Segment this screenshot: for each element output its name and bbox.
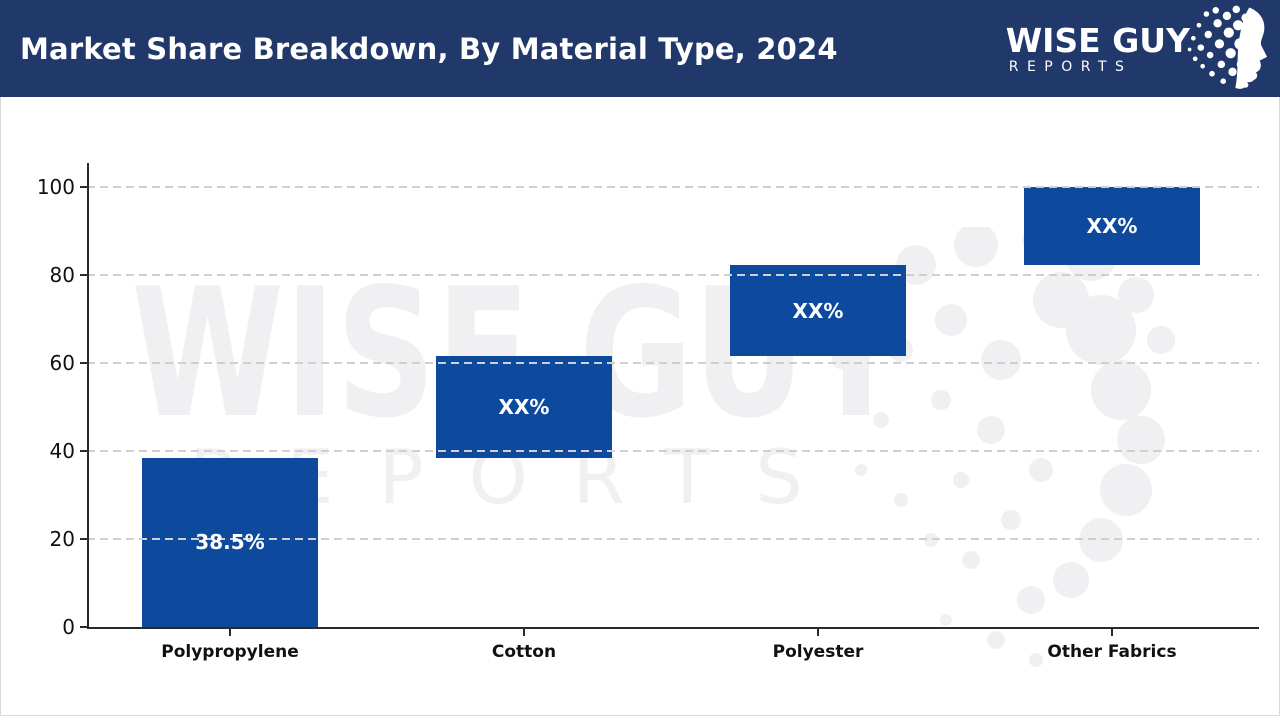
- x-tick-polyester: [817, 629, 819, 636]
- y-tick-label-80: 80: [49, 263, 75, 287]
- bar-value-label-polyester: XX%: [792, 298, 844, 323]
- y-axis-line: [87, 163, 89, 629]
- gridline-60: [87, 362, 1259, 364]
- category-label-polypropylene: Polypropylene: [161, 642, 299, 662]
- category-label-polyester: Polyester: [772, 642, 864, 662]
- category-label-other-fabrics: Other Fabrics: [1047, 642, 1177, 662]
- y-tick-100: [80, 186, 87, 188]
- face-profile-logo-icon: [1187, 5, 1268, 89]
- y-tick-label-100: 100: [36, 175, 75, 199]
- gridline-20: [87, 538, 1259, 540]
- bar-value-label-cotton: XX%: [498, 394, 550, 419]
- y-tick-80: [80, 274, 87, 276]
- x-tick-other-fabrics: [1111, 629, 1113, 636]
- y-tick-40: [80, 450, 87, 452]
- x-tick-polypropylene: [229, 629, 231, 636]
- bar-other-fabrics: [1024, 187, 1200, 266]
- bar-cotton: [436, 355, 612, 458]
- x-axis-line: [87, 627, 1259, 629]
- bar-polyester: [730, 265, 906, 356]
- logo-text: WISE GUY REPORTS: [1006, 24, 1190, 74]
- chart-container: WISE GUY REPORTS 0 20 40 60 80 100 38.5% XX% XX%…: [0, 97, 1280, 716]
- bar-value-label-other-fabrics: XX%: [1086, 214, 1138, 239]
- category-label-cotton: Cotton: [491, 642, 557, 662]
- header-bar: Market Share Breakdown, By Material Type…: [0, 0, 1280, 97]
- y-tick-60: [80, 362, 87, 364]
- gridline-80: [87, 274, 1259, 276]
- page-title: Market Share Breakdown, By Material Type…: [20, 31, 838, 66]
- gridline-40: [87, 450, 1259, 452]
- y-tick-label-20: 20: [49, 527, 75, 551]
- x-tick-cotton: [523, 629, 525, 636]
- bar-polypropylene: [142, 457, 318, 627]
- y-tick-label-0: 0: [62, 615, 75, 639]
- y-tick-0: [80, 626, 87, 628]
- gridline-100: [87, 186, 1259, 188]
- wise-guy-logo: WISE GUY REPORTS: [1006, 3, 1280, 95]
- logo-tagline-text: REPORTS: [1008, 58, 1133, 75]
- logo-brand-text: WISE GUY: [1005, 20, 1190, 60]
- y-tick-label-40: 40: [49, 439, 75, 463]
- y-tick-20: [80, 538, 87, 540]
- plot-area: 0 20 40 60 80 100 38.5% XX% XX% XX% Polypropylene C…: [1, 97, 1279, 715]
- bar-value-label-polypropylene: 38.5%: [195, 530, 265, 555]
- y-tick-label-60: 60: [49, 351, 75, 375]
